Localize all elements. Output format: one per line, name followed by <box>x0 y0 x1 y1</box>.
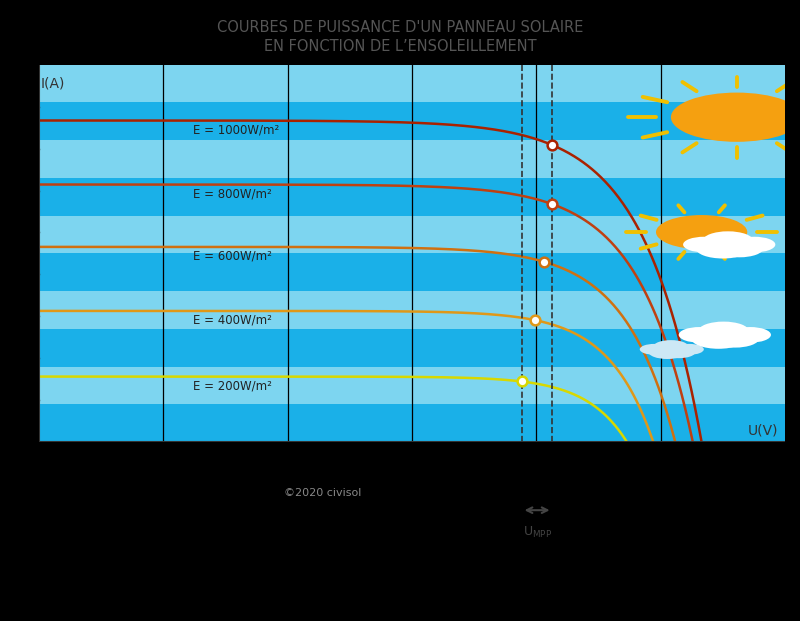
Text: I(A): I(A) <box>41 76 65 90</box>
Circle shape <box>671 93 800 142</box>
Circle shape <box>675 344 704 355</box>
Circle shape <box>691 329 746 349</box>
Text: ©2020 civisol: ©2020 civisol <box>284 487 361 497</box>
Circle shape <box>683 237 725 252</box>
Text: E = 600W/m²: E = 600W/m² <box>193 250 271 263</box>
Circle shape <box>734 237 775 252</box>
Circle shape <box>730 327 771 343</box>
Text: E = 800W/m²: E = 800W/m² <box>193 187 271 200</box>
Circle shape <box>711 330 759 348</box>
Text: COURBES DE PUISSANCE D'UN PANNEAU SOLAIRE: COURBES DE PUISSANCE D'UN PANNEAU SOLAIR… <box>217 20 583 35</box>
Circle shape <box>698 322 749 340</box>
Circle shape <box>715 239 763 257</box>
Text: EN FONCTION DE L’ENSOLEILLEMENT: EN FONCTION DE L’ENSOLEILLEMENT <box>264 39 536 53</box>
Bar <box>39 404 785 442</box>
Text: E = 200W/m²: E = 200W/m² <box>193 379 271 392</box>
Bar <box>39 215 785 253</box>
Circle shape <box>696 238 750 258</box>
Bar <box>39 329 785 367</box>
Bar <box>39 65 785 102</box>
Bar <box>39 367 785 404</box>
Text: E = 400W/m²: E = 400W/m² <box>193 314 271 327</box>
Bar <box>39 140 785 178</box>
Circle shape <box>662 346 695 358</box>
Bar <box>39 102 785 140</box>
Text: U(V): U(V) <box>747 424 778 437</box>
Circle shape <box>649 345 686 359</box>
Bar <box>39 178 785 215</box>
Circle shape <box>656 215 747 249</box>
Bar <box>39 291 785 329</box>
Circle shape <box>678 327 721 343</box>
Circle shape <box>654 340 689 353</box>
Bar <box>39 253 785 291</box>
Circle shape <box>640 344 669 355</box>
Text: E = 1000W/m²: E = 1000W/m² <box>193 123 279 136</box>
Text: $\mathregular{U_{MPP}}$: $\mathregular{U_{MPP}}$ <box>522 525 552 540</box>
Circle shape <box>702 231 754 250</box>
